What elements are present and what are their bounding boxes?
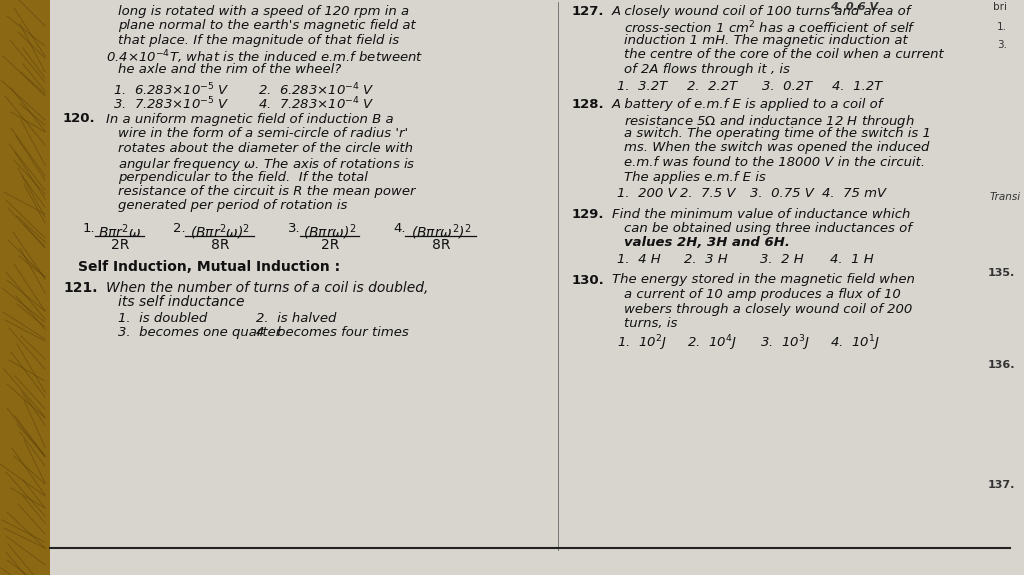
Text: Find the minimum value of inductance which: Find the minimum value of inductance whi… <box>612 208 910 220</box>
Text: 8R: 8R <box>211 238 229 252</box>
Text: generated per period of rotation is: generated per period of rotation is <box>118 200 347 213</box>
Text: the centre of the core of the coil when a current: the centre of the core of the coil when … <box>624 48 944 62</box>
Text: 4.  1 H: 4. 1 H <box>830 253 873 266</box>
Text: 4.  7.283$\times$10$^{-4}$ V: 4. 7.283$\times$10$^{-4}$ V <box>258 96 375 113</box>
Text: a switch. The operating time of the switch is 1: a switch. The operating time of the swit… <box>624 127 931 140</box>
Text: its self inductance: its self inductance <box>118 295 245 309</box>
Text: 2R: 2R <box>111 238 129 252</box>
Text: 3.  0.2T: 3. 0.2T <box>762 79 812 93</box>
Bar <box>0 0 50 575</box>
Text: 8R: 8R <box>432 238 451 252</box>
Text: 4.  1.2T: 4. 1.2T <box>831 79 883 93</box>
Text: 2.  2.2T: 2. 2.2T <box>687 79 737 93</box>
Text: plane normal to the earth's magnetic field at: plane normal to the earth's magnetic fie… <box>118 20 416 33</box>
Text: 2R: 2R <box>321 238 339 252</box>
Text: 136.: 136. <box>988 360 1016 370</box>
Text: ms. When the switch was opened the induced: ms. When the switch was opened the induc… <box>624 141 930 155</box>
Text: 3.: 3. <box>288 222 301 235</box>
Text: 127.: 127. <box>572 5 604 18</box>
Text: 121.: 121. <box>63 281 97 294</box>
Text: resistance of the circuit is R the mean power: resistance of the circuit is R the mean … <box>118 185 416 198</box>
Text: 1.: 1. <box>83 222 95 235</box>
Text: 135.: 135. <box>988 268 1015 278</box>
Text: (B$\pi$r$\omega^2$)$^2$: (B$\pi$r$\omega^2$)$^2$ <box>411 222 471 242</box>
Text: 3.  becomes one quarter: 3. becomes one quarter <box>118 326 282 339</box>
Text: turns, is: turns, is <box>624 317 677 330</box>
Text: webers through a closely wound coil of 200: webers through a closely wound coil of 2… <box>624 302 912 316</box>
Text: 2.  is halved: 2. is halved <box>256 312 336 324</box>
Text: can be obtained using three inductances of: can be obtained using three inductances … <box>624 222 912 235</box>
Text: 1.  200 V: 1. 200 V <box>617 187 677 200</box>
Text: 120.: 120. <box>63 113 95 125</box>
Text: he axle and the rim of the wheel?: he axle and the rim of the wheel? <box>118 63 341 76</box>
Text: 2.  7.5 V: 2. 7.5 V <box>680 187 735 200</box>
Text: resistance 5$\Omega$ and inductance 12 H through: resistance 5$\Omega$ and inductance 12 H… <box>624 113 914 129</box>
Text: (B$\pi$r$\omega$)$^2$: (B$\pi$r$\omega$)$^2$ <box>303 222 356 242</box>
Text: induction 1 mH. The magnetic induction at: induction 1 mH. The magnetic induction a… <box>624 34 907 47</box>
Text: 1.  is doubled: 1. is doubled <box>118 312 207 324</box>
Text: Self Induction, Mutual Induction :: Self Induction, Mutual Induction : <box>78 260 340 274</box>
Text: A closely wound coil of 100 turns and area of: A closely wound coil of 100 turns and ar… <box>612 5 911 18</box>
Text: 128.: 128. <box>572 98 604 111</box>
Text: a current of 10 amp produces a flux of 10: a current of 10 amp produces a flux of 1… <box>624 288 901 301</box>
Text: values 2H, 3H and 6H.: values 2H, 3H and 6H. <box>624 236 790 250</box>
Text: 4. 0.6 V: 4. 0.6 V <box>830 2 879 12</box>
Text: 4.  becomes four times: 4. becomes four times <box>256 326 409 339</box>
Text: 2.  3 H: 2. 3 H <box>684 253 728 266</box>
Text: 1.  4 H: 1. 4 H <box>617 253 660 266</box>
Text: e.m.f was found to the 18000 V in the circuit.: e.m.f was found to the 18000 V in the ci… <box>624 156 925 169</box>
Text: perpendicular to the field.  If the total: perpendicular to the field. If the total <box>118 171 368 183</box>
Text: The energy stored in the magnetic field when: The energy stored in the magnetic field … <box>612 274 914 286</box>
Text: In a uniform magnetic field of induction B a: In a uniform magnetic field of induction… <box>106 113 393 125</box>
Text: 1.  10$^2$J: 1. 10$^2$J <box>617 334 667 353</box>
Text: wire in the form of a semi-circle of radius 'r': wire in the form of a semi-circle of rad… <box>118 127 409 140</box>
Text: angular frequency $\omega$. The axis of rotations is: angular frequency $\omega$. The axis of … <box>118 156 416 173</box>
Text: A battery of e.m.f E is applied to a coil of: A battery of e.m.f E is applied to a coi… <box>612 98 884 111</box>
Text: 129.: 129. <box>572 208 604 220</box>
Text: 2.  6.283$\times$10$^{-4}$ V: 2. 6.283$\times$10$^{-4}$ V <box>258 82 375 98</box>
Text: 3.: 3. <box>997 40 1007 50</box>
Text: that place. If the magnitude of that field is: that place. If the magnitude of that fie… <box>118 34 399 47</box>
Text: 1.  3.2T: 1. 3.2T <box>617 79 668 93</box>
Text: (B$\pi$r$^2\omega$)$^2$: (B$\pi$r$^2\omega$)$^2$ <box>189 222 250 242</box>
Text: 137.: 137. <box>988 480 1016 490</box>
Text: 4.  10$^1$J: 4. 10$^1$J <box>830 334 880 353</box>
Text: cross-section 1 cm$^2$ has a coefficient of self: cross-section 1 cm$^2$ has a coefficient… <box>624 20 916 36</box>
Text: 2.  10$^4$J: 2. 10$^4$J <box>687 334 737 353</box>
Text: B$\pi$r$^2\omega$: B$\pi$r$^2\omega$ <box>98 222 141 240</box>
Text: Transi: Transi <box>990 192 1021 202</box>
Text: 3.  10$^3$J: 3. 10$^3$J <box>760 334 810 353</box>
Text: long is rotated with a speed of 120 rpm in a: long is rotated with a speed of 120 rpm … <box>118 5 410 18</box>
Text: of 2A flows through it , is: of 2A flows through it , is <box>624 63 790 76</box>
Text: 4.  75 mV: 4. 75 mV <box>822 187 886 200</box>
Text: rotates about the diameter of the circle with: rotates about the diameter of the circle… <box>118 141 413 155</box>
Text: 3.  0.75 V: 3. 0.75 V <box>750 187 814 200</box>
Text: 1.: 1. <box>997 22 1007 32</box>
Text: 3.  2 H: 3. 2 H <box>760 253 804 266</box>
Text: 3.  7.283$\times$10$^{-5}$ V: 3. 7.283$\times$10$^{-5}$ V <box>113 96 229 113</box>
Text: 130.: 130. <box>572 274 605 286</box>
Text: 2.: 2. <box>173 222 185 235</box>
Text: The applies e.m.f E is: The applies e.m.f E is <box>624 171 766 183</box>
Text: bri: bri <box>993 2 1007 12</box>
Text: 4.: 4. <box>393 222 406 235</box>
Text: 0.4$\times$10$^{-4}$T, what is the induced e.m.f betweent: 0.4$\times$10$^{-4}$T, what is the induc… <box>106 48 423 66</box>
Text: 1.  6.283$\times$10$^{-5}$ V: 1. 6.283$\times$10$^{-5}$ V <box>113 82 229 98</box>
Text: When the number of turns of a coil is doubled,: When the number of turns of a coil is do… <box>106 281 428 294</box>
